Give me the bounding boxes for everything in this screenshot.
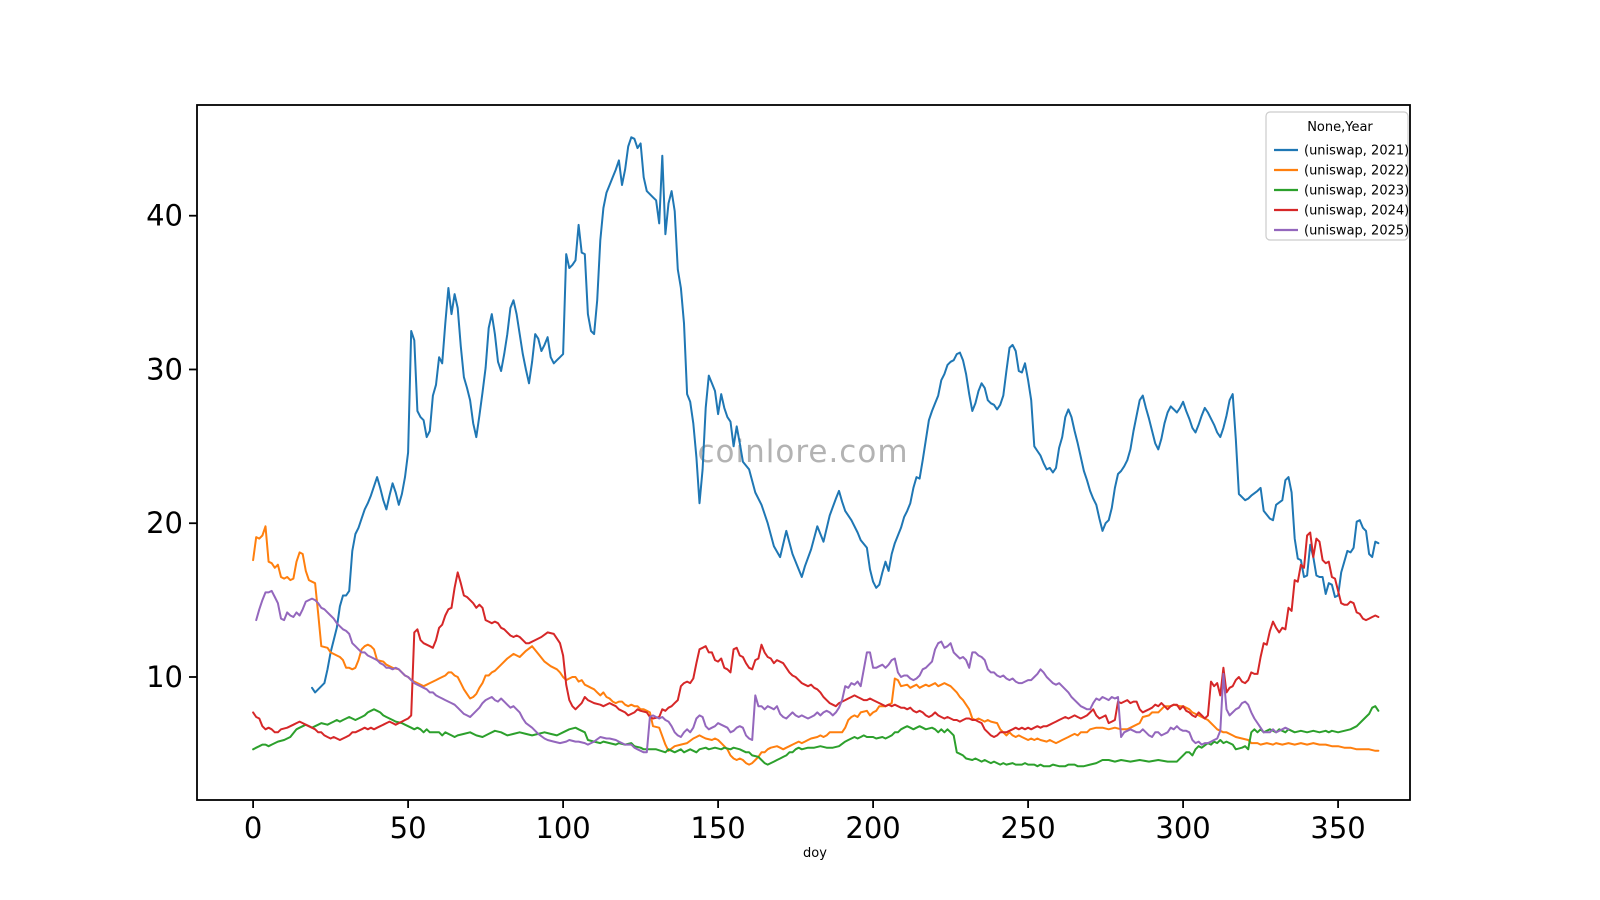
legend-label-2025: (uniswap, 2025) — [1304, 224, 1409, 239]
series-line-2024 — [252, 531, 1380, 741]
x-tick-label: 200 — [845, 811, 900, 845]
y-tick-label: 40 — [146, 199, 183, 233]
legend-label-2023: (uniswap, 2023) — [1304, 184, 1409, 199]
legend-title: None,Year — [1307, 120, 1373, 135]
x-tick-label: 250 — [1000, 811, 1055, 845]
series-line-2022 — [252, 525, 1380, 766]
y-axis-ticks: 10 20 30 40 — [146, 199, 197, 694]
series-line-2025 — [255, 589, 1290, 754]
y-tick-label: 10 — [146, 660, 183, 694]
x-axis-label: doy — [803, 846, 827, 861]
series-lines — [252, 136, 1380, 768]
legend-label-2024: (uniswap, 2024) — [1304, 204, 1409, 219]
series-line-2021 — [311, 136, 1380, 694]
y-tick-label: 20 — [146, 506, 183, 540]
x-tick-label: 0 — [244, 811, 262, 845]
x-tick-label: 50 — [390, 811, 427, 845]
x-tick-label: 300 — [1155, 811, 1210, 845]
x-axis-ticks: 0 50 100 150 200 250 300 350 — [244, 800, 1366, 845]
plot-area — [196, 104, 1411, 801]
legend-label-2022: (uniswap, 2022) — [1304, 164, 1409, 179]
x-tick-label: 150 — [690, 811, 745, 845]
legend-label-2021: (uniswap, 2021) — [1304, 144, 1409, 159]
legend-box — [1265, 111, 1409, 241]
x-tick-label: 350 — [1310, 811, 1365, 845]
watermark-text: coinlore.com — [697, 434, 908, 470]
y-tick-label: 30 — [146, 352, 183, 386]
legend: None,Year (uniswap, 2021) (uniswap, 2022)… — [1265, 111, 1409, 241]
legend-entries: (uniswap, 2021) (uniswap, 2022) (uniswap, … — [1274, 144, 1409, 239]
x-tick-label: 100 — [535, 811, 590, 845]
